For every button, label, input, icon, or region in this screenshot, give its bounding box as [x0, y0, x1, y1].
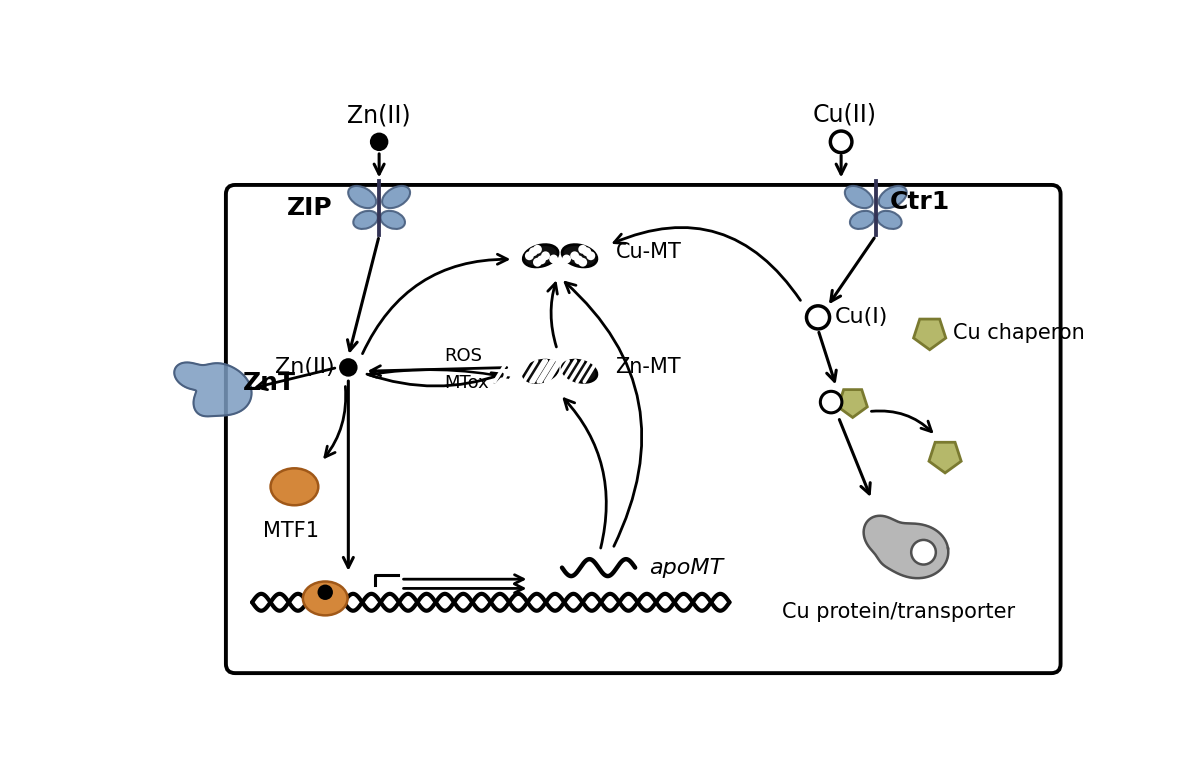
Circle shape [575, 256, 583, 264]
Ellipse shape [877, 211, 901, 229]
Ellipse shape [383, 186, 410, 208]
Polygon shape [838, 390, 868, 418]
Ellipse shape [850, 211, 875, 229]
Text: Cu-MT: Cu-MT [615, 242, 682, 262]
Polygon shape [913, 319, 945, 350]
Text: Cu(II): Cu(II) [813, 103, 877, 126]
Text: Zn(II): Zn(II) [347, 104, 411, 128]
Text: Zn-MT: Zn-MT [615, 358, 681, 377]
Ellipse shape [523, 245, 558, 267]
Circle shape [550, 255, 558, 263]
Ellipse shape [353, 211, 378, 229]
Text: Ctr1: Ctr1 [889, 190, 950, 214]
Ellipse shape [845, 186, 873, 208]
Circle shape [529, 247, 538, 256]
Ellipse shape [879, 186, 907, 208]
Ellipse shape [563, 360, 597, 383]
Polygon shape [174, 362, 252, 416]
Text: ZnT: ZnT [243, 371, 296, 395]
Circle shape [807, 306, 830, 329]
Circle shape [541, 252, 550, 260]
Ellipse shape [523, 360, 558, 383]
Circle shape [538, 256, 546, 264]
Circle shape [524, 252, 534, 260]
Text: MTF1: MTF1 [262, 521, 318, 542]
Text: Cu chaperon: Cu chaperon [952, 323, 1085, 343]
Circle shape [370, 132, 389, 151]
Text: apoMT: apoMT [648, 557, 722, 578]
Text: ZIP: ZIP [287, 196, 333, 220]
Circle shape [578, 245, 588, 254]
Circle shape [317, 585, 333, 600]
Polygon shape [864, 516, 949, 579]
Polygon shape [929, 442, 961, 473]
Text: ROS: ROS [445, 347, 483, 365]
Circle shape [911, 540, 936, 564]
FancyBboxPatch shape [226, 185, 1061, 673]
Ellipse shape [271, 468, 318, 505]
Ellipse shape [303, 582, 348, 615]
Circle shape [583, 247, 591, 256]
Ellipse shape [380, 211, 405, 229]
Ellipse shape [348, 186, 377, 208]
Circle shape [578, 258, 588, 267]
Circle shape [533, 245, 542, 254]
Text: Cu protein/transporter: Cu protein/transporter [782, 602, 1016, 622]
Circle shape [570, 252, 579, 260]
Text: Cu(I): Cu(I) [834, 307, 888, 328]
Ellipse shape [563, 245, 597, 267]
Circle shape [533, 258, 542, 267]
Text: Zn(II): Zn(II) [275, 358, 335, 377]
Circle shape [831, 131, 852, 153]
Circle shape [563, 255, 571, 263]
Circle shape [820, 391, 842, 413]
Circle shape [586, 252, 595, 260]
Text: MTox: MTox [445, 374, 490, 392]
Circle shape [339, 358, 358, 376]
